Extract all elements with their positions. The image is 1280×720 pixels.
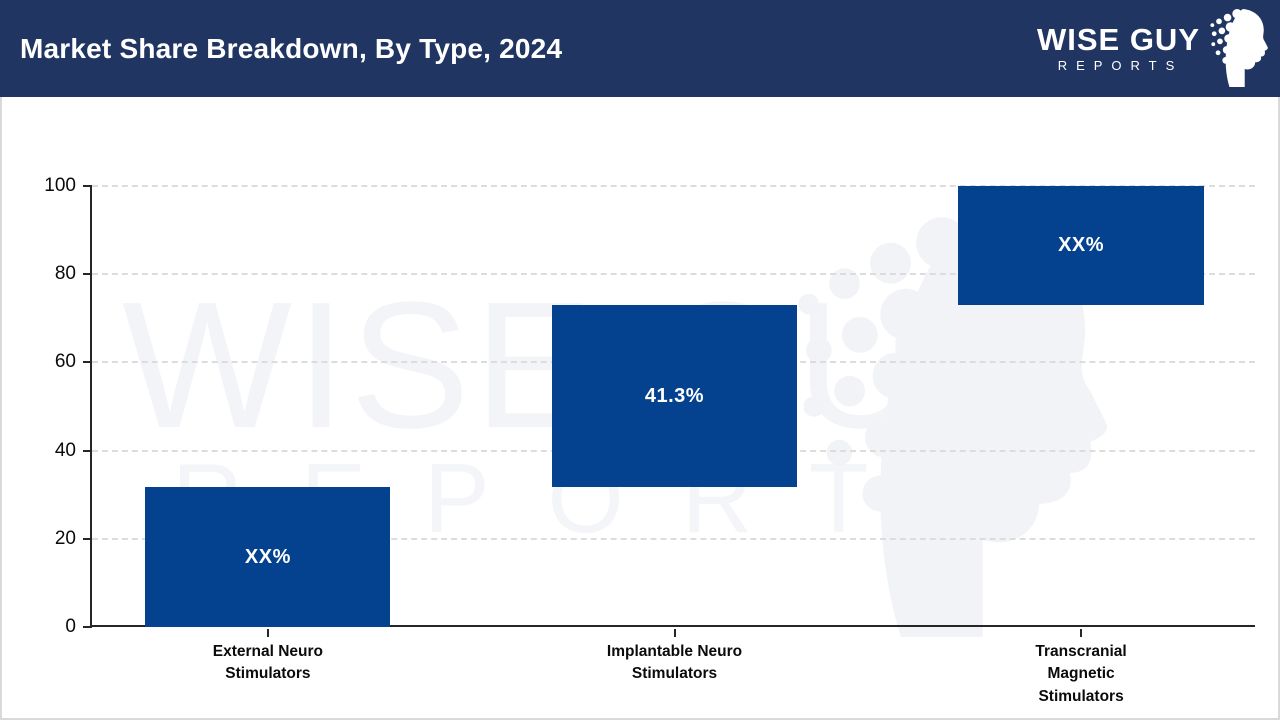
x-axis-category-label: Implantable Neuro Stimulators (606, 643, 743, 683)
brand-name: WISE GUY (1036, 21, 1200, 57)
y-axis-tick-label: 40 (54, 439, 76, 461)
x-axis-tick (673, 629, 676, 637)
y-axis-tick-label: 80 (54, 263, 76, 285)
gridline (92, 273, 1255, 276)
y-axis-tick (83, 361, 92, 364)
page-title: Market Share Breakdown, By Type, 2024 (20, 32, 563, 64)
bar-value-label: XX% (244, 545, 291, 568)
bar-segment: 41.3% (551, 305, 798, 488)
gridline (92, 537, 1255, 540)
y-axis-tick (83, 449, 92, 452)
bar-segment: XX% (958, 186, 1204, 306)
brand-logo-text: WISE GUY REPORTS (1037, 24, 1200, 73)
bar-value-label: 41.3% (644, 384, 705, 407)
x-axis-category-label: External Neuro Stimulators (212, 643, 324, 683)
bar-value-label: XX% (1058, 234, 1105, 257)
y-axis-tick (83, 626, 92, 628)
brand-logo: WISE GUY REPORTS (1037, 8, 1270, 88)
dotted-head-logo-icon (1210, 8, 1268, 88)
plot-area: 0 20 40 60 80 100 XX% External Neuro Stimulator… (44, 175, 1255, 705)
gridline (92, 185, 1255, 187)
y-axis-tick (83, 537, 92, 540)
y-axis-tick (83, 273, 92, 276)
y-axis-tick-label: 0 (65, 616, 76, 637)
chart-canvas: WISE GUY REPORTS 0 20 40 60 80 100 XX% External… (0, 97, 1280, 720)
header-bar: Market Share Breakdown, By Type, 2024 WI… (0, 0, 1280, 97)
x-axis-tick (266, 629, 269, 637)
y-axis-tick (83, 185, 92, 187)
brand-subtitle: REPORTS (1057, 57, 1184, 73)
bar-segment: XX% (145, 487, 391, 627)
y-axis-tick-label: 20 (54, 527, 76, 549)
y-axis-tick-label: 100 (44, 175, 76, 196)
x-axis-tick (1080, 629, 1083, 637)
y-axis-tick-label: 60 (54, 351, 76, 373)
x-axis-category-label: Transcranial Magnetic Stimulators (1035, 643, 1127, 705)
